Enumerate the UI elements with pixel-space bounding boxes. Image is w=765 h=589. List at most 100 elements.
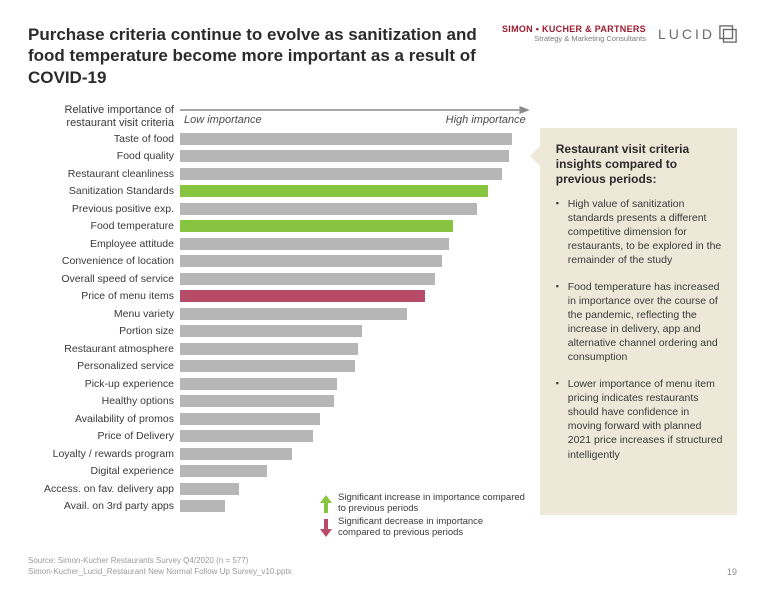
bar-label: Convenience of location <box>28 255 180 267</box>
legend-up: Significant increase in importance compa… <box>320 493 528 515</box>
chart-legend: Significant increase in importance compa… <box>320 491 528 539</box>
content: Relative importance of restaurant visit … <box>28 102 737 515</box>
bar-row: Previous positive exp. <box>28 200 530 218</box>
bar-label: Employee attitude <box>28 238 180 250</box>
bar-row: Healthy options <box>28 392 530 410</box>
bar <box>180 168 502 180</box>
lucid-text: LUCID <box>658 26 715 42</box>
bar-label: Overall speed of service <box>28 273 180 285</box>
bar <box>180 203 477 215</box>
page-number: 19 <box>727 567 737 577</box>
bar-row: Food quality <box>28 147 530 165</box>
sidebar-bullet: Food temperature has increased in import… <box>556 280 723 365</box>
bar <box>180 378 337 390</box>
chart-header: Relative importance of restaurant visit … <box>28 102 530 130</box>
bar-track <box>180 413 530 425</box>
bar-label: Portion size <box>28 325 180 337</box>
bar-row: Loyalty / rewards program <box>28 445 530 463</box>
logo-block: SIMON • KUCHER & PARTNERS Strategy & Mar… <box>502 24 737 43</box>
bar <box>180 185 488 197</box>
importance-arrow-icon <box>180 102 530 112</box>
chart-area: Relative importance of restaurant visit … <box>28 102 530 515</box>
sidebar-bullets: High value of sanitization standards pre… <box>556 197 723 462</box>
sidebar-title: Restaurant visit criteria insights compa… <box>556 142 723 187</box>
bar-row: Convenience of location <box>28 252 530 270</box>
bar-track <box>180 325 530 337</box>
bar-track <box>180 308 530 320</box>
bar-track <box>180 185 530 197</box>
bar-row: Employee attitude <box>28 235 530 253</box>
high-importance-label: High importance <box>446 114 526 126</box>
bar-label: Food temperature <box>28 220 180 232</box>
bar <box>180 238 449 250</box>
bar-row: Menu variety <box>28 305 530 323</box>
lucid-mark-icon <box>719 25 737 43</box>
bar <box>180 448 292 460</box>
bar-track <box>180 465 530 477</box>
bar-row: Sanitization Standards <box>28 182 530 200</box>
bar-row: Overall speed of service <box>28 270 530 288</box>
source-line: Source: Simon-Kucher Restaurants Survey … <box>28 556 292 566</box>
bar-row: Digital experience <box>28 462 530 480</box>
bar-row: Price of menu items <box>28 287 530 305</box>
bar <box>180 343 358 355</box>
bar <box>180 255 442 267</box>
bar <box>180 273 435 285</box>
bar-track <box>180 448 530 460</box>
bar-label: Digital experience <box>28 465 180 477</box>
bar <box>180 325 362 337</box>
bar-track <box>180 273 530 285</box>
bar-row: Taste of food <box>28 130 530 148</box>
bar <box>180 133 512 145</box>
bar-row: Food temperature <box>28 217 530 235</box>
bar <box>180 290 425 302</box>
bar-label: Sanitization Standards <box>28 185 180 197</box>
axis-labels: Low importance High importance <box>180 114 530 126</box>
bar-row: Pick-up experience <box>28 375 530 393</box>
bar-row: Portion size <box>28 322 530 340</box>
bar <box>180 308 407 320</box>
bar <box>180 413 320 425</box>
filepath-line: Simon-Kucher_Lucid_Restaurant New Normal… <box>28 567 292 577</box>
bar-track <box>180 343 530 355</box>
bar-label: Availability of promos <box>28 413 180 425</box>
bar-label: Taste of food <box>28 133 180 145</box>
bar-track <box>180 290 530 302</box>
bar-label: Loyalty / rewards program <box>28 448 180 460</box>
bar-rows: Taste of food Food quality Restaurant clea… <box>28 130 530 515</box>
bar-row: Restaurant cleanliness <box>28 165 530 183</box>
bar-label: Pick-up experience <box>28 378 180 390</box>
bar-track <box>180 255 530 267</box>
sidebar-bullet: High value of sanitization standards pre… <box>556 197 723 268</box>
bar-track <box>180 360 530 372</box>
bar-track <box>180 133 530 145</box>
bar-row: Price of Delivery <box>28 427 530 445</box>
bar-label: Price of Delivery <box>28 430 180 442</box>
bar <box>180 465 267 477</box>
skp-name: SIMON • KUCHER & PARTNERS <box>502 24 646 34</box>
bar <box>180 360 355 372</box>
bar-label: Access. on fav. delivery app <box>28 483 180 495</box>
bar-label: Personalized service <box>28 360 180 372</box>
bar-row: Personalized service <box>28 357 530 375</box>
insights-sidebar: Restaurant visit criteria insights compa… <box>540 128 737 515</box>
slide-title: Purchase criteria continue to evolve as … <box>28 24 488 88</box>
bar <box>180 395 334 407</box>
bar-label: Restaurant cleanliness <box>28 168 180 180</box>
skp-logo: SIMON • KUCHER & PARTNERS Strategy & Mar… <box>502 24 646 43</box>
arrow-up-icon <box>320 495 332 513</box>
sidebar-bullet: Lower importance of menu item pricing in… <box>556 377 723 462</box>
bar-track <box>180 430 530 442</box>
footer: Source: Simon-Kucher Restaurants Survey … <box>28 556 292 577</box>
bar-label: Menu variety <box>28 308 180 320</box>
bar-track <box>180 150 530 162</box>
bar <box>180 430 313 442</box>
legend-down: Significant decrease in importance compa… <box>320 517 528 539</box>
bar-track <box>180 395 530 407</box>
bar-track <box>180 378 530 390</box>
skp-tagline: Strategy & Marketing Consultants <box>502 34 646 43</box>
axis-block: Low importance High importance <box>180 102 530 130</box>
bar-track <box>180 168 530 180</box>
bar <box>180 500 225 512</box>
bar-track <box>180 203 530 215</box>
